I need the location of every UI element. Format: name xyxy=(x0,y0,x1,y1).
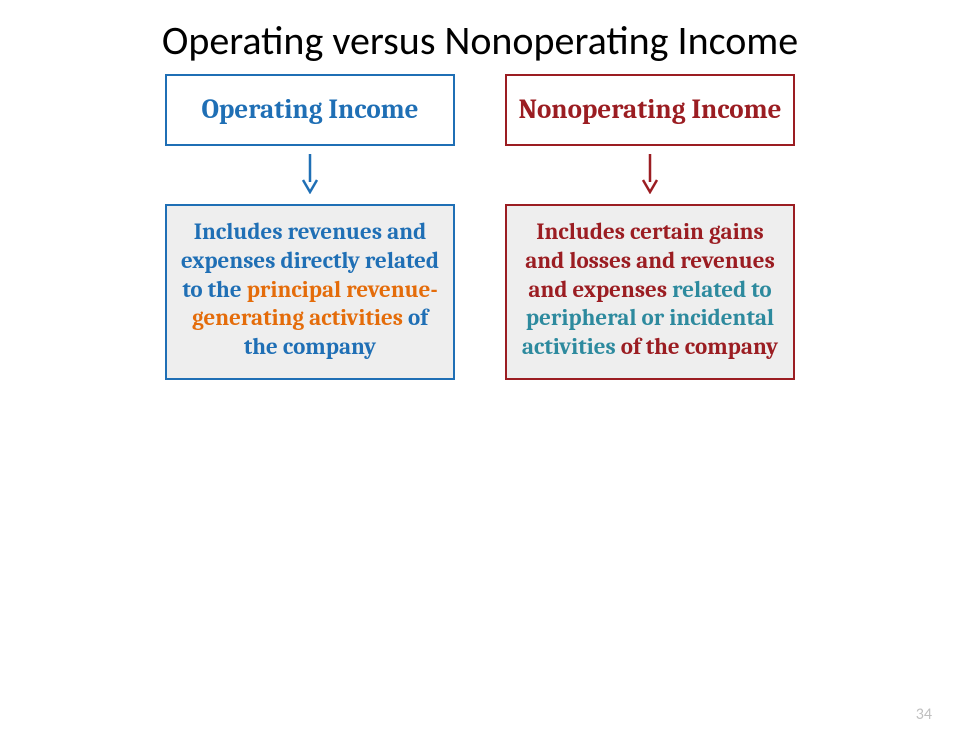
nonoperating-desc-post: of the company xyxy=(621,333,778,360)
operating-desc-box: Includes revenues and expenses directly … xyxy=(165,204,455,380)
left-arrow xyxy=(300,152,320,198)
columns-container: Operating Income Includes revenues and e… xyxy=(0,74,960,380)
operating-header-box: Operating Income xyxy=(165,74,455,146)
nonoperating-desc-box: Includes certain gains and losses and re… xyxy=(505,204,795,380)
nonoperating-desc-mid: related to xyxy=(672,276,771,303)
slide-title: Operating versus Nonoperating Income xyxy=(40,18,920,64)
left-column: Operating Income Includes revenues and e… xyxy=(160,74,460,380)
right-arrow xyxy=(640,152,660,198)
arrow-down-icon xyxy=(300,152,320,194)
arrow-down-icon xyxy=(640,152,660,194)
page-number: 34 xyxy=(916,705,932,724)
nonoperating-header-box: Nonoperating Income xyxy=(505,74,795,146)
operating-header-text: Operating Income xyxy=(201,94,418,125)
nonoperating-header-text: Nonoperating Income xyxy=(518,94,781,125)
right-column: Nonoperating Income Includes certain gai… xyxy=(500,74,800,380)
